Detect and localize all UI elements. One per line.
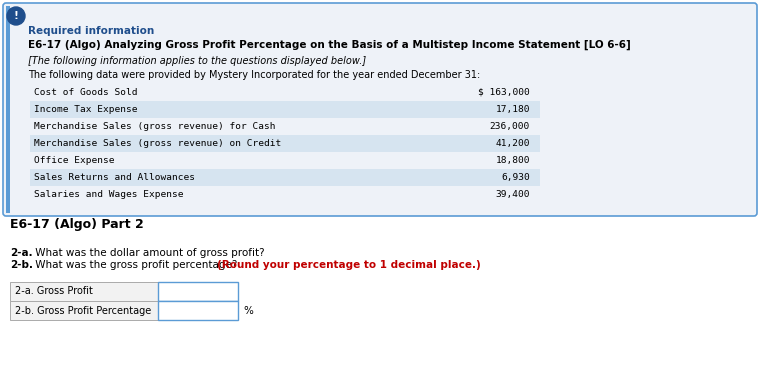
Bar xyxy=(30,186,540,203)
Text: What was the gross profit percentage?: What was the gross profit percentage? xyxy=(32,260,241,270)
Text: 2-b.: 2-b. xyxy=(10,260,33,270)
Text: What was the dollar amount of gross profit?: What was the dollar amount of gross prof… xyxy=(32,248,264,258)
Text: E6-17 (Algo) Analyzing Gross Profit Percentage on the Basis of a Multistep Incom: E6-17 (Algo) Analyzing Gross Profit Perc… xyxy=(28,40,631,50)
Bar xyxy=(30,152,540,169)
Text: 17,180: 17,180 xyxy=(496,105,530,114)
Text: !: ! xyxy=(14,11,18,21)
Text: E6-17 (Algo) Part 2: E6-17 (Algo) Part 2 xyxy=(10,218,144,231)
Bar xyxy=(10,282,158,301)
Text: The following data were provided by Mystery Incorporated for the year ended Dece: The following data were provided by Myst… xyxy=(28,70,480,80)
Text: %: % xyxy=(243,305,253,316)
Text: [The following information applies to the questions displayed below.]: [The following information applies to th… xyxy=(28,56,366,66)
Text: Salaries and Wages Expense: Salaries and Wages Expense xyxy=(34,190,183,199)
Bar xyxy=(30,84,540,101)
Text: Required information: Required information xyxy=(28,26,154,36)
Text: Sales Returns and Allowances: Sales Returns and Allowances xyxy=(34,173,195,182)
Text: 39,400: 39,400 xyxy=(496,190,530,199)
Text: Income Tax Expense: Income Tax Expense xyxy=(34,105,138,114)
Text: 2-b. Gross Profit Percentage: 2-b. Gross Profit Percentage xyxy=(15,305,151,316)
Bar xyxy=(30,101,540,118)
Bar xyxy=(158,301,238,320)
Text: 41,200: 41,200 xyxy=(496,139,530,148)
Text: 6,930: 6,930 xyxy=(502,173,530,182)
Bar xyxy=(30,118,540,135)
Bar xyxy=(6,6,10,213)
Bar xyxy=(10,301,158,320)
Text: 2-a. Gross Profit: 2-a. Gross Profit xyxy=(15,287,93,296)
Text: 2-a.: 2-a. xyxy=(10,248,33,258)
Text: 236,000: 236,000 xyxy=(489,122,530,131)
Bar xyxy=(30,135,540,152)
Text: Merchandise Sales (gross revenue) for Cash: Merchandise Sales (gross revenue) for Ca… xyxy=(34,122,275,131)
Text: Merchandise Sales (gross revenue) on Credit: Merchandise Sales (gross revenue) on Cre… xyxy=(34,139,281,148)
Bar xyxy=(158,282,238,301)
Text: 18,800: 18,800 xyxy=(496,156,530,165)
Bar xyxy=(30,169,540,186)
Text: Office Expense: Office Expense xyxy=(34,156,115,165)
Circle shape xyxy=(7,7,25,25)
FancyBboxPatch shape xyxy=(3,3,757,216)
Text: $ 163,000: $ 163,000 xyxy=(478,88,530,97)
Text: Cost of Goods Sold: Cost of Goods Sold xyxy=(34,88,138,97)
Text: (Round your percentage to 1 decimal place.): (Round your percentage to 1 decimal plac… xyxy=(217,260,481,270)
